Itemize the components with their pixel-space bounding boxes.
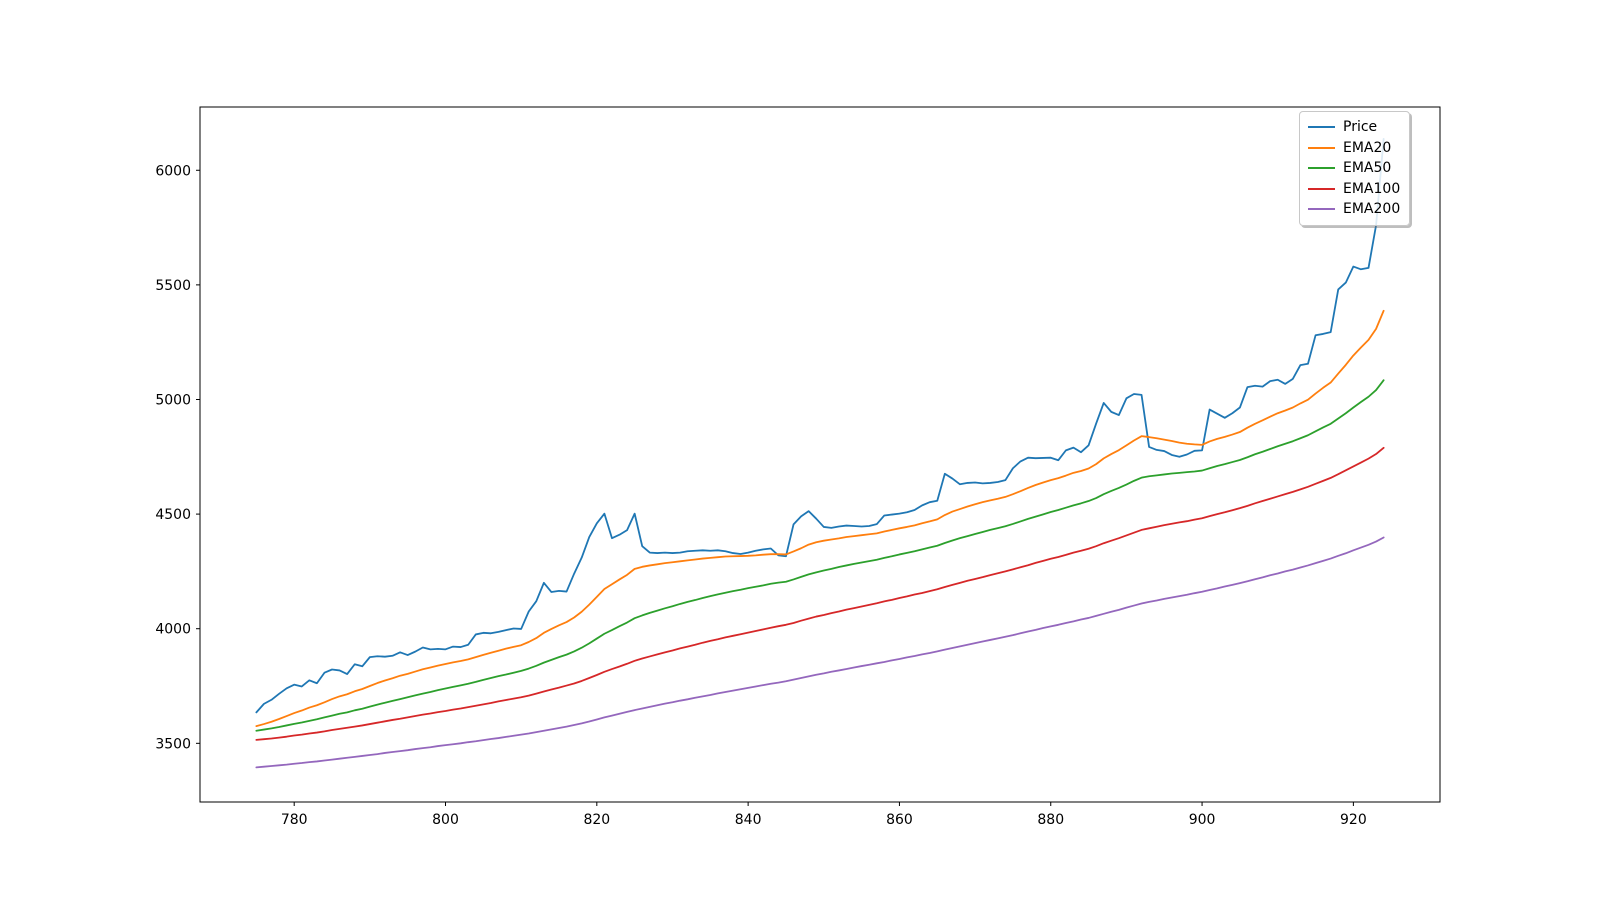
x-tick-label: 860: [886, 812, 913, 828]
legend-entry: Price: [1308, 117, 1400, 138]
y-tick-label: 5000: [155, 392, 191, 408]
y-tick-label: 4500: [155, 507, 191, 523]
legend-line-sample: [1308, 208, 1335, 211]
legend-label: EMA100: [1343, 180, 1401, 197]
x-tick-label: 880: [1037, 812, 1064, 828]
x-tick-label: 820: [583, 812, 610, 828]
x-tick-label: 920: [1340, 812, 1367, 828]
x-tick-label: 780: [281, 812, 308, 828]
legend-line-sample: [1308, 146, 1335, 149]
legend-entry: EMA100: [1308, 179, 1400, 200]
legend-entry: EMA50: [1308, 158, 1400, 179]
legend-label: Price: [1343, 119, 1378, 136]
legend-line-sample: [1308, 126, 1335, 129]
plot-frame: [199, 106, 1441, 803]
legend-label: EMA200: [1343, 201, 1401, 218]
legend-line-sample: [1308, 187, 1335, 190]
y-tick-label: 3500: [155, 736, 191, 752]
x-tick-label: 800: [432, 812, 459, 828]
x-tick-label: 840: [735, 812, 762, 828]
series-line-ema200: [255, 536, 1385, 769]
legend: Price EMA20 EMA50 EMA100 EMA200: [1299, 111, 1411, 226]
series-line-ema100: [255, 446, 1385, 741]
series-line-price: [255, 137, 1385, 714]
legend-entry: EMA20: [1308, 138, 1400, 159]
y-tick-label: 6000: [155, 163, 191, 179]
legend-entry: EMA200: [1308, 199, 1400, 220]
legend-label: EMA50: [1343, 160, 1392, 177]
y-tick-label: 5500: [155, 278, 191, 294]
series-line-ema20: [255, 309, 1385, 728]
x-tick-label: 900: [1189, 812, 1216, 828]
y-tick-label: 4000: [155, 622, 191, 638]
series-line-ema50: [255, 379, 1385, 732]
legend-line-sample: [1308, 167, 1335, 170]
legend-label: EMA20: [1343, 139, 1392, 156]
